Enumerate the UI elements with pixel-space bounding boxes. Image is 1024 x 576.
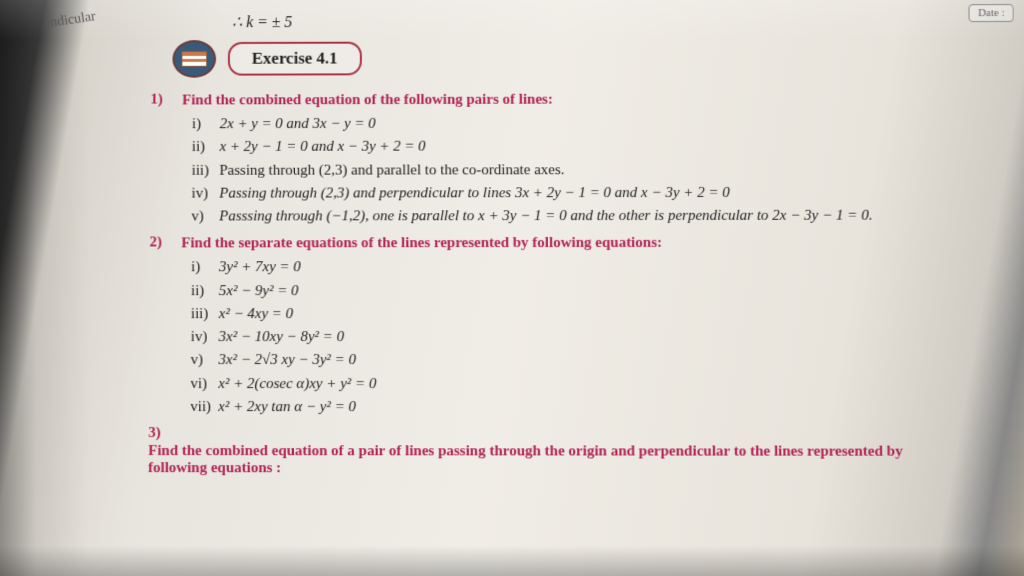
list-item: v)3x² − 2√3 xy − 3y² = 0 [190, 349, 936, 372]
list-item: i)2x + y = 0 and 3x − y = 0 [192, 112, 934, 137]
question-text: Find the separate equations of the lines… [181, 235, 662, 252]
question-1-subs: i)2x + y = 0 and 3x − y = 0 ii)x + 2y − … [191, 112, 935, 229]
sub-body: x² − 4xy = 0 [219, 306, 293, 322]
question-text: Find the combined equation of a pair of … [148, 443, 911, 478]
sub-body: Passing through (2,3) and parallel to th… [219, 162, 564, 178]
question-1: 1) Find the combined equation of the fol… [150, 90, 934, 110]
sub-label: i) [192, 113, 220, 136]
book-icon-inner [181, 51, 207, 67]
sub-body: Passing through (2,3) and perpendicular … [219, 185, 730, 202]
sub-label: ii) [192, 136, 220, 159]
question-text: Find the combined equation of the follow… [182, 92, 553, 110]
list-item: iii)x² − 4xy = 0 [191, 303, 936, 327]
sub-body: 2x + y = 0 and 3x − y = 0 [220, 116, 376, 132]
sub-label: i) [191, 257, 219, 280]
list-item: iv)Passing through (2,3) and perpendicul… [191, 181, 934, 205]
sub-body: 3x² − 2√3 xy − 3y² = 0 [218, 352, 356, 368]
list-item: vi)x² + 2(cosec α)xy + y² = 0 [190, 373, 936, 396]
sub-label: ii) [191, 280, 219, 303]
list-item: ii)x + 2y − 1 = 0 and x − 3y + 2 = 0 [192, 135, 935, 159]
sub-label: vii) [190, 396, 218, 419]
sub-body: Passsing through (−1,2), one is parallel… [219, 208, 872, 225]
sub-label: iv) [191, 326, 219, 349]
exercise-badge: Exercise 4.1 [172, 40, 361, 78]
sub-label: v) [191, 206, 219, 229]
sub-label: iv) [191, 182, 219, 205]
textbook-page: endicular Date : ∴ k = ± 5 Exercise 4.1 … [60, 0, 978, 576]
sub-body: x² + 2xy tan α − y² = 0 [218, 399, 356, 415]
question-number: 2) [149, 235, 177, 252]
question-2-subs: i)3y² + 7xy = 0 ii)5x² − 9y² = 0 iii)x² … [190, 256, 936, 420]
list-item: ii)5x² − 9y² = 0 [191, 279, 936, 303]
list-item: i)3y² + 7xy = 0 [191, 256, 935, 280]
sub-body: x² + 2(cosec α)xy + y² = 0 [218, 376, 376, 392]
sub-label: vi) [190, 373, 218, 396]
sub-body: 5x² − 9y² = 0 [219, 283, 299, 299]
sub-body: x + 2y − 1 = 0 and x − 3y + 2 = 0 [220, 139, 426, 155]
list-item: iii)Passing through (2,3) and parallel t… [192, 158, 935, 182]
list-item: iv)3x² − 10xy − 8y² = 0 [191, 326, 936, 349]
spine-fragment: endicular [43, 9, 96, 32]
date-label-box: Date : [969, 4, 1014, 22]
list-item: v)Passsing through (−1,2), one is parall… [191, 205, 935, 229]
book-icon [172, 40, 216, 78]
top-equation: ∴ k = ± 5 [232, 10, 934, 32]
sub-label: v) [190, 349, 218, 372]
sub-label: iii) [191, 303, 219, 326]
question-2: 2) Find the separate equations of the li… [149, 234, 935, 253]
question-number: 3) [148, 425, 176, 442]
question-3: 3) Find the combined equation of a pair … [148, 425, 937, 478]
sub-body: 3x² − 10xy − 8y² = 0 [219, 329, 345, 345]
list-item: vii)x² + 2xy tan α − y² = 0 [190, 396, 936, 420]
sub-label: iii) [192, 159, 220, 182]
sub-body: 3y² + 7xy = 0 [219, 259, 301, 275]
question-number: 1) [150, 92, 178, 109]
exercise-label: Exercise 4.1 [228, 42, 362, 76]
